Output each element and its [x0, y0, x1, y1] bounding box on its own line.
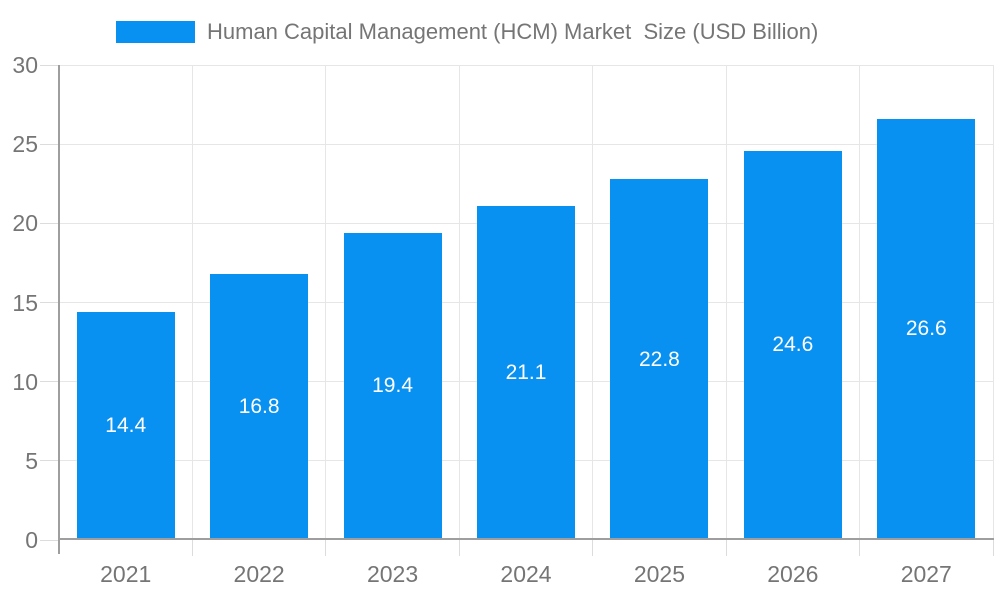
gridline-horizontal — [59, 64, 993, 66]
bar-2025[interactable]: 22.8 — [610, 179, 709, 540]
x-axis-label: 2024 — [500, 561, 552, 587]
x-axis-label: 2022 — [233, 561, 285, 587]
x-axis-tick — [458, 540, 460, 556]
gridline-vertical — [191, 65, 193, 540]
gridline-vertical — [458, 65, 460, 540]
gridline-horizontal — [59, 143, 993, 145]
bar-value-label: 24.6 — [772, 333, 814, 357]
y-axis-label: 20 — [12, 210, 38, 237]
bar-value-label: 14.4 — [105, 414, 147, 437]
y-axis-tick — [40, 143, 59, 145]
x-axis-label: 2026 — [767, 561, 819, 587]
y-axis-tick — [40, 460, 59, 462]
x-axis-tick — [191, 540, 193, 556]
y-axis-tick — [40, 539, 59, 541]
bar-value-label: 21.1 — [505, 360, 547, 384]
gridline-vertical — [859, 65, 861, 540]
y-axis-tick — [40, 222, 59, 224]
bar-value-label: 26.6 — [905, 317, 947, 341]
gridline-vertical — [592, 65, 594, 540]
x-axis-label: 2025 — [633, 561, 685, 587]
y-axis-label: 0 — [25, 527, 38, 553]
legend-swatch — [116, 21, 195, 43]
bar-2023[interactable]: 19.4 — [343, 232, 442, 540]
y-axis-label: 10 — [12, 368, 38, 395]
bar-value-label: 16.8 — [238, 395, 280, 418]
x-axis-tick — [725, 540, 727, 556]
bar-2021[interactable]: 14.4 — [76, 312, 175, 540]
gridline-vertical — [992, 65, 994, 540]
bar-2022[interactable]: 16.8 — [210, 274, 309, 540]
y-axis-label: 30 — [12, 52, 38, 78]
x-axis-label: 2023 — [366, 561, 419, 587]
y-axis-label: 15 — [12, 289, 38, 316]
x-axis-tick — [592, 540, 594, 556]
legend-series-label: Human Capital Management (HCM) Market Si… — [207, 19, 819, 44]
x-axis-tick — [992, 540, 994, 556]
gridline-vertical — [325, 65, 327, 540]
x-axis-tick — [859, 540, 861, 556]
x-axis-label: 2021 — [100, 561, 152, 587]
y-axis-tick — [40, 64, 59, 66]
x-axis-label: 2027 — [900, 561, 952, 587]
bar-value-label: 22.8 — [638, 347, 680, 371]
x-axis-tick — [325, 540, 327, 556]
bar-2024[interactable]: 21.1 — [477, 205, 575, 540]
legend[interactable]: Human Capital Management (HCM) Market Si… — [116, 21, 818, 43]
bar-2027[interactable]: 26.6 — [877, 118, 976, 540]
y-axis-tick — [40, 381, 59, 383]
y-axis-line — [58, 65, 60, 554]
y-axis-label: 25 — [12, 131, 38, 158]
bar-2026[interactable]: 24.6 — [743, 150, 842, 540]
y-axis-tick — [40, 302, 59, 303]
y-axis-label: 5 — [25, 447, 38, 474]
bar-value-label: 19.4 — [372, 374, 413, 398]
x-axis-line — [58, 538, 994, 540]
gridline-vertical — [725, 65, 727, 540]
